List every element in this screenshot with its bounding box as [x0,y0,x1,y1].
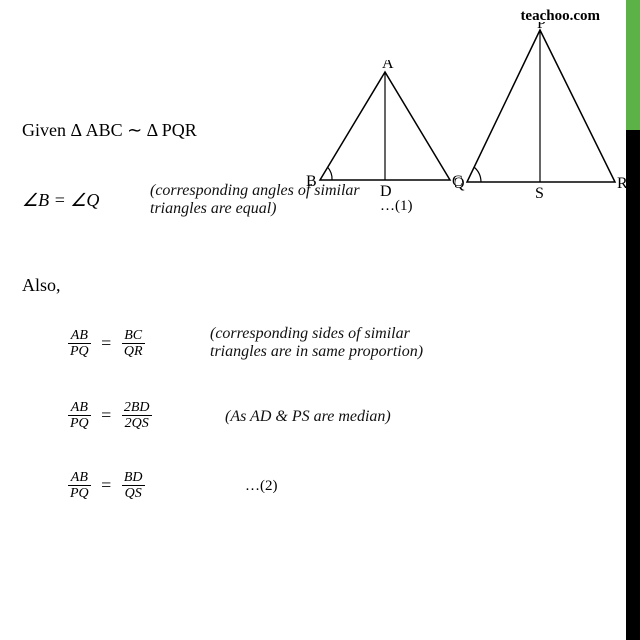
also-label: Also, [22,275,61,296]
vertex-p: P [537,22,546,32]
sides-note: (corresponding sides of similar triangle… [210,325,470,361]
proportion-row-1: ABPQ = BCQR [68,328,145,360]
proportion-row-3: ABPQ = BDQS [68,470,145,502]
given-statement: Given Δ ABC ∼ Δ PQR [22,120,197,141]
vertex-a: A [382,60,394,72]
vertex-r: R [617,175,628,192]
vertex-s: S [535,185,544,202]
triangle-pqr: P Q R S [455,22,630,217]
median-note: (As AD & PS are median) [225,408,391,426]
reference-2: …(2) [245,478,278,495]
reference-1: …(1) [380,198,413,215]
proportion-row-2: ABPQ = 2BD2QS [68,400,152,432]
vertex-q: Q [455,175,465,192]
angle-note: (corresponding angles of similar triangl… [150,182,370,218]
angle-equation: ∠B = ∠Q [22,190,99,211]
